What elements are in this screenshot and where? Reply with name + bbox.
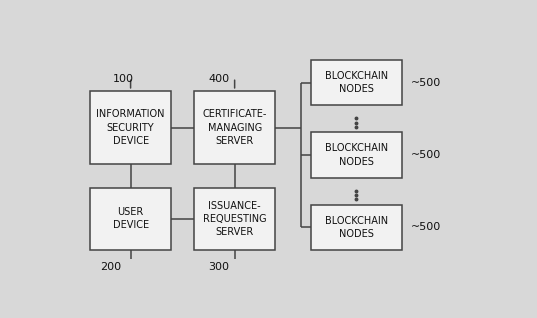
Text: ISSUANCE-
REQUESTING
SERVER: ISSUANCE- REQUESTING SERVER — [203, 201, 266, 237]
Text: CERTIFICATE-
MANAGING
SERVER: CERTIFICATE- MANAGING SERVER — [202, 109, 267, 146]
FancyBboxPatch shape — [194, 91, 275, 164]
FancyBboxPatch shape — [310, 205, 402, 250]
Text: 100: 100 — [113, 73, 134, 84]
FancyBboxPatch shape — [90, 188, 171, 250]
Text: 200: 200 — [100, 262, 121, 272]
Text: 300: 300 — [208, 262, 229, 272]
Text: INFORMATION
SECURITY
DEVICE: INFORMATION SECURITY DEVICE — [96, 109, 165, 146]
Text: ~500: ~500 — [410, 150, 441, 160]
Text: BLOCKCHAIN
NODES: BLOCKCHAIN NODES — [325, 216, 388, 239]
Text: BLOCKCHAIN
NODES: BLOCKCHAIN NODES — [325, 71, 388, 94]
FancyBboxPatch shape — [194, 188, 275, 250]
FancyBboxPatch shape — [90, 91, 171, 164]
FancyBboxPatch shape — [310, 60, 402, 106]
Text: ~500: ~500 — [410, 222, 441, 232]
Text: ~500: ~500 — [410, 78, 441, 88]
FancyBboxPatch shape — [310, 132, 402, 178]
Text: BLOCKCHAIN
NODES: BLOCKCHAIN NODES — [325, 143, 388, 167]
Text: USER
DEVICE: USER DEVICE — [113, 207, 149, 230]
Text: 400: 400 — [208, 73, 230, 84]
